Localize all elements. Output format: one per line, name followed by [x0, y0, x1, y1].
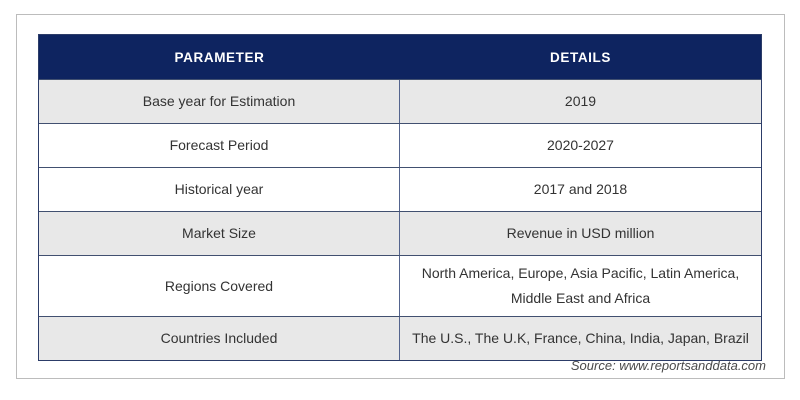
parameter-cell: Regions Covered	[39, 256, 400, 317]
parameter-cell: Market Size	[39, 212, 400, 255]
parameter-cell: Forecast Period	[39, 124, 400, 167]
header-cell-details: DETAILS	[550, 49, 611, 65]
table-row: Regions Covered North America, Europe, A…	[39, 255, 761, 317]
source-attribution: Source: www.reportsanddata.com	[570, 358, 766, 373]
table-row: Forecast Period 2020-2027	[39, 123, 761, 167]
parameter-cell: Historical year	[39, 168, 400, 211]
table-row: Countries Included The U.S., The U.K, Fr…	[39, 316, 761, 361]
table-header-row: PARAMETER DETAILS	[39, 35, 761, 79]
details-cell: 2017 and 2018	[533, 180, 628, 197]
table-row: Market Size Revenue in USD million	[39, 211, 761, 255]
details-cell: Revenue in USD million	[506, 224, 655, 241]
table-row: Historical year 2017 and 2018	[39, 167, 761, 211]
parameter-cell: Base year for Estimation	[39, 80, 400, 123]
parameter-cell: Countries Included	[39, 317, 400, 361]
details-cell: The U.S., The U.K, France, China, India,…	[412, 330, 749, 347]
report-scope-table: PARAMETER DETAILS Base year for Estimati…	[38, 34, 762, 362]
table-row: Base year for Estimation 2019	[39, 79, 761, 123]
details-cell: North America, Europe, Asia Pacific, Lat…	[421, 265, 740, 307]
header-cell-parameter: PARAMETER	[174, 49, 265, 65]
details-cell: 2019	[564, 92, 597, 109]
details-cell: 2020-2027	[547, 136, 614, 153]
report-scope-card: PARAMETER DETAILS Base year for Estimati…	[16, 14, 785, 379]
